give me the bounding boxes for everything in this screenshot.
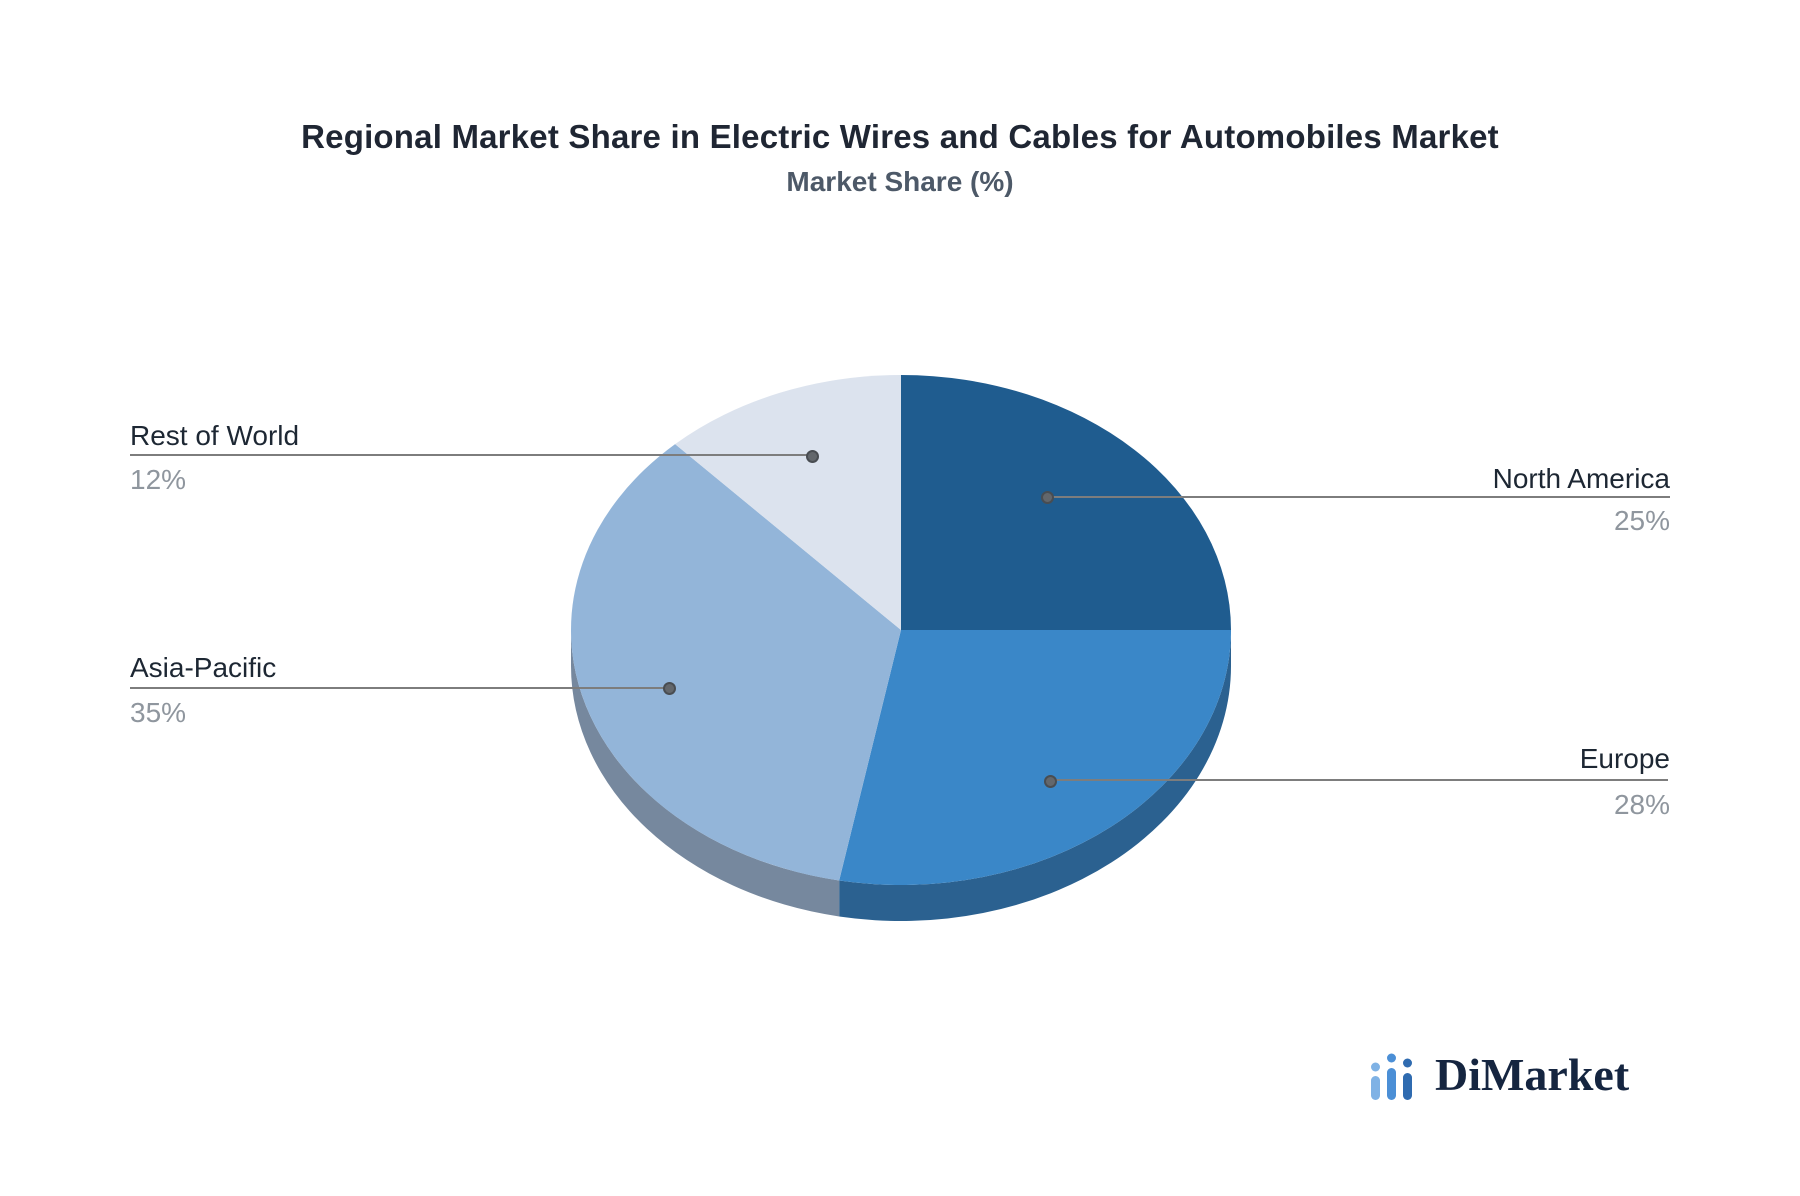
brand-logo: DiMarket	[1363, 1046, 1629, 1104]
leader-line	[1048, 496, 1670, 498]
pie-slice	[839, 630, 1231, 921]
leader-dot	[1044, 775, 1057, 788]
leader-dot	[1041, 491, 1054, 504]
pie-slice	[901, 375, 1231, 630]
leader-line	[130, 687, 670, 689]
pie-slice	[570, 444, 901, 881]
pie-slice	[839, 630, 1231, 886]
callout-label: Europe	[1579, 743, 1670, 774]
callout-label: Asia-Pacific	[130, 652, 277, 683]
callout-value: 28%	[1613, 789, 1670, 820]
pie-slice	[571, 630, 840, 917]
brand-logo-text: DiMarket	[1435, 1049, 1630, 1100]
callout-label: Rest of World	[130, 420, 300, 451]
chart-title: Regional Market Share in Electric Wires …	[301, 118, 1499, 155]
leader-dot	[806, 450, 819, 463]
callout-value: 25%	[1613, 505, 1670, 536]
leader-line	[1051, 779, 1668, 781]
pie-slice	[675, 375, 901, 630]
leader-dot	[663, 682, 676, 695]
callout-value: 12%	[130, 464, 187, 495]
leader-line	[130, 454, 813, 456]
chart-subtitle: Market Share (%)	[786, 166, 1014, 197]
callout-label: North America	[1492, 463, 1670, 494]
callout-value: 35%	[130, 697, 187, 728]
bar-chart-dots-icon	[1371, 1053, 1412, 1100]
